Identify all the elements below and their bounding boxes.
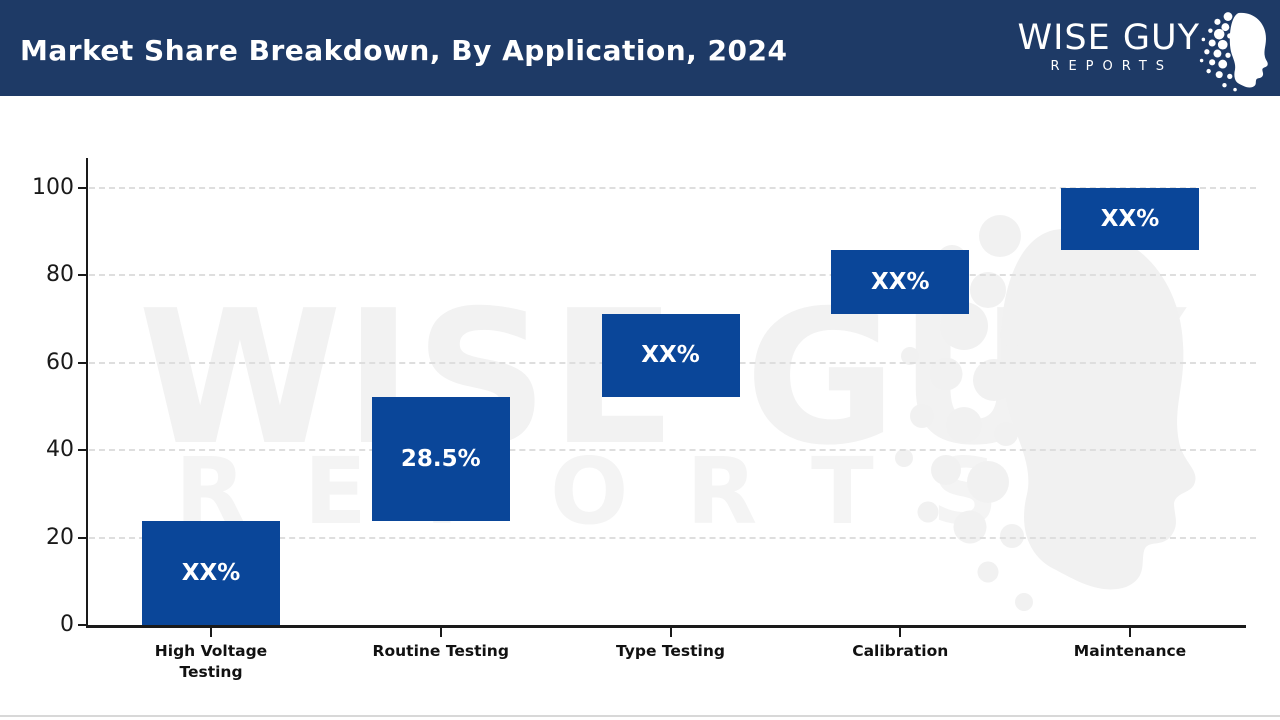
header-banner: Market Share Breakdown, By Application, … [0,0,1280,96]
x-category-label-high-voltage-testing: High Voltage Testing [154,642,268,681]
bar-maintenance: XX% [1061,187,1199,250]
bottom-divider [0,715,1280,717]
y-tick-mark-20 [78,536,88,539]
y-tick-mark-80 [78,274,88,276]
bar-value-label: XX% [870,268,930,295]
x-category-label-calibration: Calibration [852,642,949,660]
y-tick-mark-0 [78,624,88,626]
y-axis-line [86,158,88,627]
y-tick-label-100: 100 [32,174,74,200]
y-tick-label-0: 0 [60,612,74,637]
logo-subtitle: REPORTS [1050,59,1174,74]
y-tick-mark-60 [78,361,88,364]
x-tick-mark-2 [439,628,442,637]
y-tick-mark-100 [78,186,88,189]
x-tick-mark-1 [210,628,212,637]
gridline-20 [89,536,1256,539]
x-tick-mark-3 [669,628,672,637]
y-tick-label-60: 60 [46,349,74,375]
x-category-label-routine-testing: Routine Testing [372,642,509,660]
chart-title: Market Share Breakdown, By Application, … [20,34,788,67]
watermark-subtitle: REPORTS [175,438,1057,545]
y-tick-label-80: 80 [46,262,74,287]
gridline-80 [89,274,1256,276]
y-tick-label-20: 20 [46,524,74,550]
x-tick-mark-5 [1129,628,1131,637]
bar-routine-testing: 28.5% [371,396,510,522]
logo-wordmark: WISE GUY REPORTS [1017,18,1200,74]
watermark-head-icon [895,215,1196,611]
bar-calibration: XX% [831,249,970,314]
x-category-label-maintenance: Maintenance [1073,642,1187,660]
x-tick-mark-4 [899,628,902,637]
logo-name: WISE GUY [1017,18,1200,58]
bar-high-voltage-testing: XX% [142,521,280,625]
bar-value-label: XX% [641,342,700,369]
gridline-40 [89,449,1256,451]
x-category-label-type-testing: Type Testing [616,642,725,660]
bar-value-label: 28.5% [400,445,481,472]
wise-guy-logo: WISE GUY REPORTS [1017,4,1272,92]
x-axis-line [86,625,1246,628]
gridline-100 [89,186,1256,189]
y-tick-mark-40 [78,449,88,451]
y-tick-label-40: 40 [46,437,74,462]
bar-value-label: XX% [1100,205,1160,232]
bar-type-testing: XX% [601,313,740,397]
logo-head-icon [1199,12,1268,92]
bar-value-label: XX% [181,560,241,587]
